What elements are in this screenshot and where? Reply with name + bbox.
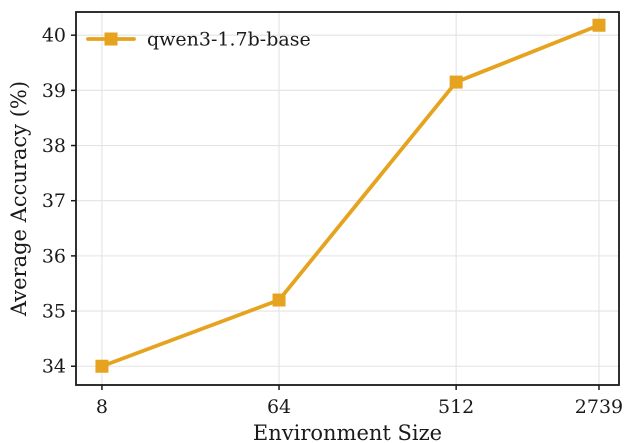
x-tick-label: 512 [438,396,474,418]
y-tick-label: 37 [42,190,66,212]
data-series [95,18,606,373]
y-tick-label: 35 [42,301,66,323]
plot-border [75,11,620,386]
data-point-marker [449,75,463,89]
y-tick-label: 38 [42,135,66,157]
y-tick-label: 40 [42,25,66,47]
legend-square-marker [104,32,118,46]
y-axis-label: Average Accuracy (%) [7,81,31,317]
y-axis: 34 35 36 37 38 39 40 [42,25,76,378]
legend: qwen3-1.7b-base [86,29,311,51]
y-tick-label: 34 [42,356,66,378]
gridlines [76,12,619,385]
x-tick-label: 64 [267,396,291,418]
data-point-marker [272,293,286,307]
series-line [100,23,601,369]
y-tick-label: 36 [42,245,66,267]
x-axis: 8 64 512 2739 [96,385,623,418]
data-point-marker [592,18,606,32]
x-tick-label: 8 [96,396,108,418]
legend-label: qwen3-1.7b-base [147,29,311,51]
x-axis-label: Environment Size [253,421,442,443]
axes-frame [75,11,620,386]
data-point-marker [95,359,109,373]
x-tick-label: 2739 [575,396,623,418]
y-tick-label: 39 [42,80,66,102]
